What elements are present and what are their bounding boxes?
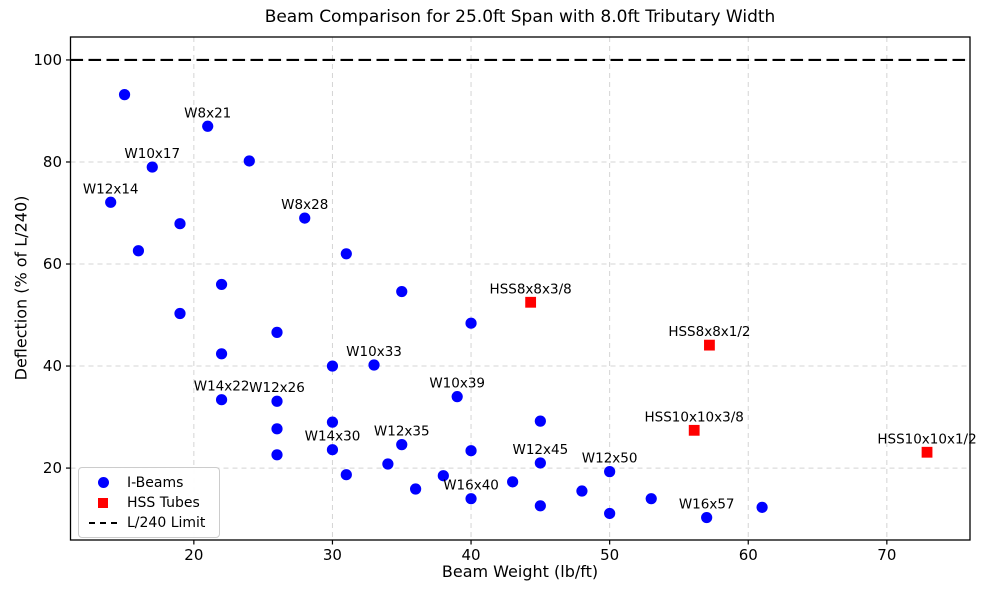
data-point-ibeam: [146, 161, 158, 173]
data-point-ibeam: [243, 155, 255, 167]
y-tick-label: 60: [42, 255, 62, 273]
data-point-ibeam: [645, 493, 657, 505]
data-point-ibeam: [451, 391, 463, 403]
data-point-ibeam: [534, 457, 546, 469]
data-point-ibeam: [215, 278, 228, 291]
data-point-ibeam: [271, 449, 283, 461]
legend: I-Beams HSS Tubes L/240 Limit: [78, 467, 221, 538]
data-point-ibeam: [410, 483, 422, 495]
y-tick-label: 100: [33, 50, 62, 69]
legend-label-hss-tubes: HSS Tubes: [127, 494, 200, 511]
data-point-ibeam: [132, 245, 145, 257]
legend-marker: [88, 521, 118, 524]
x-axis-label: Beam Weight (lb/ft): [441, 562, 599, 581]
point-label: W10x39: [429, 376, 485, 392]
data-point-ibeam: [271, 395, 283, 407]
data-point-ibeam: [326, 416, 339, 428]
data-point-ibeam: [507, 476, 519, 488]
data-point-ibeam: [534, 500, 546, 512]
y-tick-label: 20: [42, 459, 62, 478]
dashed-line-icon: [89, 521, 117, 524]
chart-title: Beam Comparison for 25.0ft Span with 8.0…: [264, 7, 776, 27]
data-point-ibeam: [465, 493, 477, 505]
point-label: W16x57: [679, 497, 735, 513]
data-point-ibeam: [604, 466, 616, 478]
data-point-ibeam: [701, 511, 713, 524]
data-point-ibeam: [271, 423, 283, 435]
y-tick-label: 80: [42, 152, 62, 171]
point-label: HSS8x8x3/8: [490, 281, 572, 297]
data-point-ibeam: [174, 218, 186, 230]
point-label: W10x33: [346, 344, 402, 360]
data-point-ibeam: [215, 348, 228, 360]
point-label: W10x17: [124, 146, 180, 162]
data-point-ibeam: [368, 359, 380, 371]
legend-marker: [88, 497, 118, 508]
data-point-ibeam: [756, 501, 768, 513]
data-point-ibeam: [118, 89, 131, 101]
x-tick-label: 20: [184, 546, 204, 564]
x-tick-label: 30: [322, 546, 342, 564]
legend-label-ibeams: I-Beams: [127, 474, 184, 491]
data-point-ibeam: [202, 120, 214, 132]
data-point-hss: [688, 424, 700, 436]
data-point-ibeam: [396, 285, 408, 298]
legend-item-ibeams: I-Beams: [88, 474, 205, 491]
data-point-ibeam: [299, 212, 311, 224]
point-label: W14x30: [305, 429, 361, 445]
y-tick-label: 40: [42, 357, 62, 376]
point-label: W12x45: [512, 442, 568, 458]
data-point-ibeam: [576, 485, 588, 497]
data-point-ibeam: [105, 196, 117, 208]
point-label: W8x21: [184, 105, 231, 121]
data-point-ibeam: [174, 307, 186, 320]
legend-label-limit: L/240 Limit: [127, 514, 206, 531]
data-point-ibeam: [326, 444, 339, 456]
data-point-ibeam: [382, 458, 394, 470]
point-label: W12x35: [374, 424, 430, 440]
data-point-ibeam: [340, 248, 352, 260]
x-tick-label: 60: [738, 546, 758, 564]
x-tick-label: 70: [877, 546, 897, 564]
legend-item-limit: L/240 Limit: [88, 514, 205, 531]
data-point-ibeam: [215, 394, 228, 406]
ibeam-circle-icon: [97, 477, 109, 488]
data-point-ibeam: [465, 445, 477, 457]
data-point-ibeam: [534, 415, 546, 427]
data-point-ibeam: [271, 326, 283, 338]
data-point-hss: [704, 339, 715, 351]
data-point-ibeam: [340, 469, 352, 481]
y-axis-label: Deflection (% of L/240): [11, 195, 31, 381]
data-point-ibeam: [396, 439, 408, 451]
data-point-ibeam: [326, 360, 339, 372]
plot-border: [69, 36, 971, 541]
point-label: W12x50: [582, 451, 638, 467]
data-point-ibeam: [465, 317, 477, 329]
x-tick-label: 40: [461, 546, 481, 564]
data-point-hss: [525, 296, 537, 308]
point-label: W12x14: [83, 181, 139, 197]
data-point-ibeam: [437, 470, 449, 482]
point-label: W14x22: [194, 379, 250, 395]
x-tick-label: 50: [600, 546, 620, 564]
point-label: HSS8x8x1/2: [668, 324, 750, 340]
data-point-ibeam: [604, 507, 616, 520]
point-label: W16x40: [443, 478, 499, 494]
legend-marker: [88, 477, 118, 488]
point-label: W8x28: [281, 197, 328, 213]
point-label: HSS10x10x3/8: [645, 409, 744, 425]
hss-square-icon: [98, 497, 108, 508]
point-label: HSS10x10x1/2: [877, 431, 976, 447]
legend-item-hss-tubes: HSS Tubes: [88, 494, 205, 511]
point-label: W12x26: [249, 380, 305, 396]
data-point-hss: [921, 446, 933, 458]
